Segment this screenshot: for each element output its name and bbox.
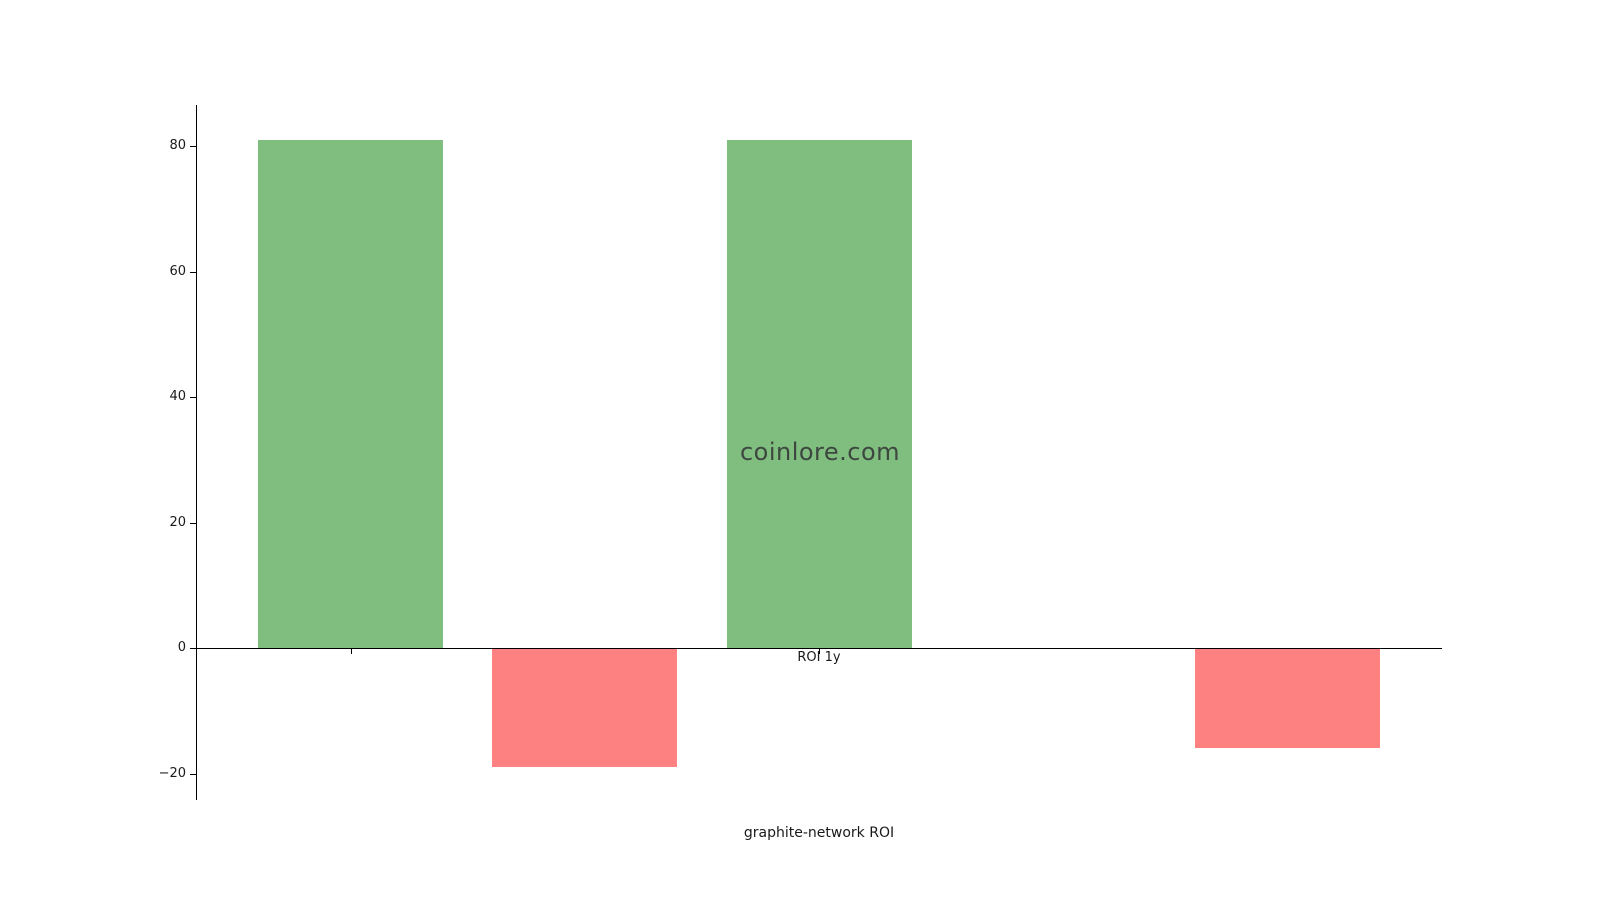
y-tick-mark [190, 397, 196, 398]
watermark-text: coinlore.com [739, 438, 901, 466]
y-axis-spine [196, 105, 197, 800]
y-tick-mark [190, 773, 196, 775]
bar-negative [492, 648, 678, 768]
y-tick-mark [190, 146, 196, 147]
y-tick-mark [190, 648, 196, 649]
y-tick-label: 20 [169, 514, 186, 530]
y-tick-mark [190, 522, 196, 524]
x-tick-mark [350, 648, 352, 654]
y-tick-label: −20 [158, 765, 186, 781]
y-tick-label: 60 [169, 263, 186, 279]
x-tick-label: ROI 1y [797, 650, 841, 665]
y-tick-label: 0 [177, 640, 186, 655]
y-tick-label: 80 [169, 138, 186, 153]
bar-negative [1195, 648, 1380, 749]
y-tick-mark [190, 271, 196, 273]
bar-positive [726, 139, 912, 648]
y-tick-label: 40 [169, 389, 186, 404]
chart-title: graphite-network ROI [743, 825, 895, 841]
x-tick-mark [819, 648, 820, 654]
bar-positive [258, 139, 443, 648]
